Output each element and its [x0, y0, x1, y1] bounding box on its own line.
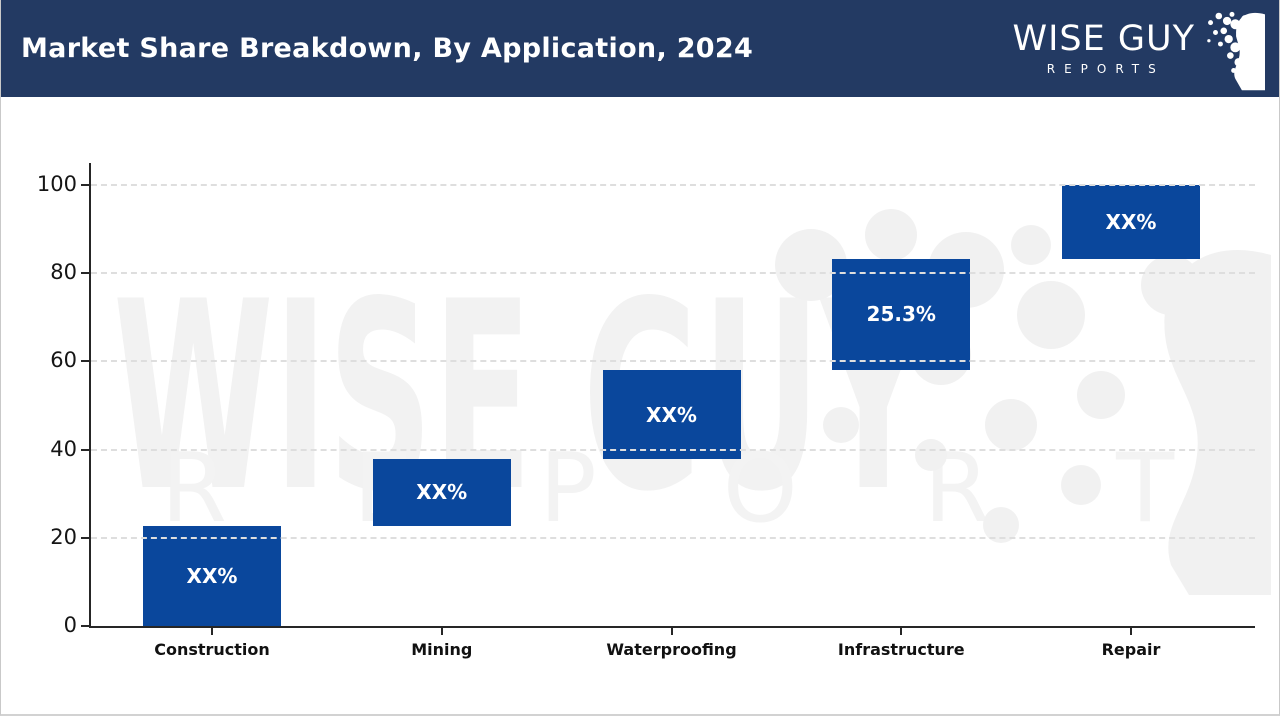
category-label-construction: Construction: [154, 640, 270, 659]
y-tick-mark: [81, 272, 89, 275]
y-tick-label: 20: [50, 524, 77, 549]
category-label-waterproofing: Waterproofing: [606, 640, 737, 659]
y-tick-label: 60: [50, 348, 77, 373]
x-tick-mark: [670, 628, 673, 635]
bar-mining: XX%: [372, 458, 511, 526]
bar-infrastructure: 25.3%: [832, 258, 971, 371]
y-tick-mark: [81, 360, 89, 363]
wise-guy-reports-logo: WISE GUY REPORTS: [1012, 7, 1265, 91]
category-label-infrastructure: Infrastructure: [837, 640, 965, 659]
y-tick-mark: [81, 536, 89, 539]
grid-line: [91, 360, 1255, 363]
grid-line: [91, 448, 1255, 451]
grid-line: [91, 536, 1255, 539]
y-tick-label: 0: [63, 613, 77, 637]
header-band: Market Share Breakdown, By Application, …: [1, 0, 1279, 97]
bar-value-label: XX%: [646, 402, 697, 427]
bar-repair: XX%: [1062, 185, 1200, 259]
x-tick-mark: [211, 628, 213, 635]
x-axis-line: [89, 626, 1255, 628]
x-tick-mark: [900, 628, 903, 635]
watermark-wordmark: WISE GUY: [113, 247, 926, 549]
bar-value-label: XX%: [1105, 209, 1157, 234]
logo-wordmark: WISE GUY: [1012, 19, 1195, 59]
bar-value-label: XX%: [416, 480, 468, 505]
bar-value-label: XX%: [186, 563, 238, 588]
y-tick-mark: [81, 184, 89, 186]
grid-line: [91, 272, 1255, 275]
chart-title: Market Share Breakdown, By Application, …: [21, 33, 754, 64]
logo-face-icon: [1207, 11, 1265, 90]
category-label-repair: Repair: [1101, 640, 1161, 659]
logo-subtitle: REPORTS: [1046, 62, 1165, 76]
y-axis-line: [89, 163, 91, 628]
y-tick-label: 100: [36, 172, 77, 196]
y-tick-label: 80: [50, 260, 77, 285]
y-tick-label: 40: [50, 436, 77, 461]
bar-construction: XX%: [143, 525, 281, 626]
bar-value-label: 25.3%: [866, 302, 936, 327]
x-tick-mark: [440, 628, 443, 635]
y-tick-mark: [81, 448, 89, 451]
x-tick-mark: [1130, 628, 1132, 635]
grid-line: [91, 184, 1255, 186]
category-label-mining: Mining: [411, 640, 473, 659]
bar-waterproofing: XX%: [602, 370, 741, 459]
y-tick-mark: [81, 625, 89, 627]
logo-text: WISE GUY REPORTS: [1012, 19, 1195, 76]
